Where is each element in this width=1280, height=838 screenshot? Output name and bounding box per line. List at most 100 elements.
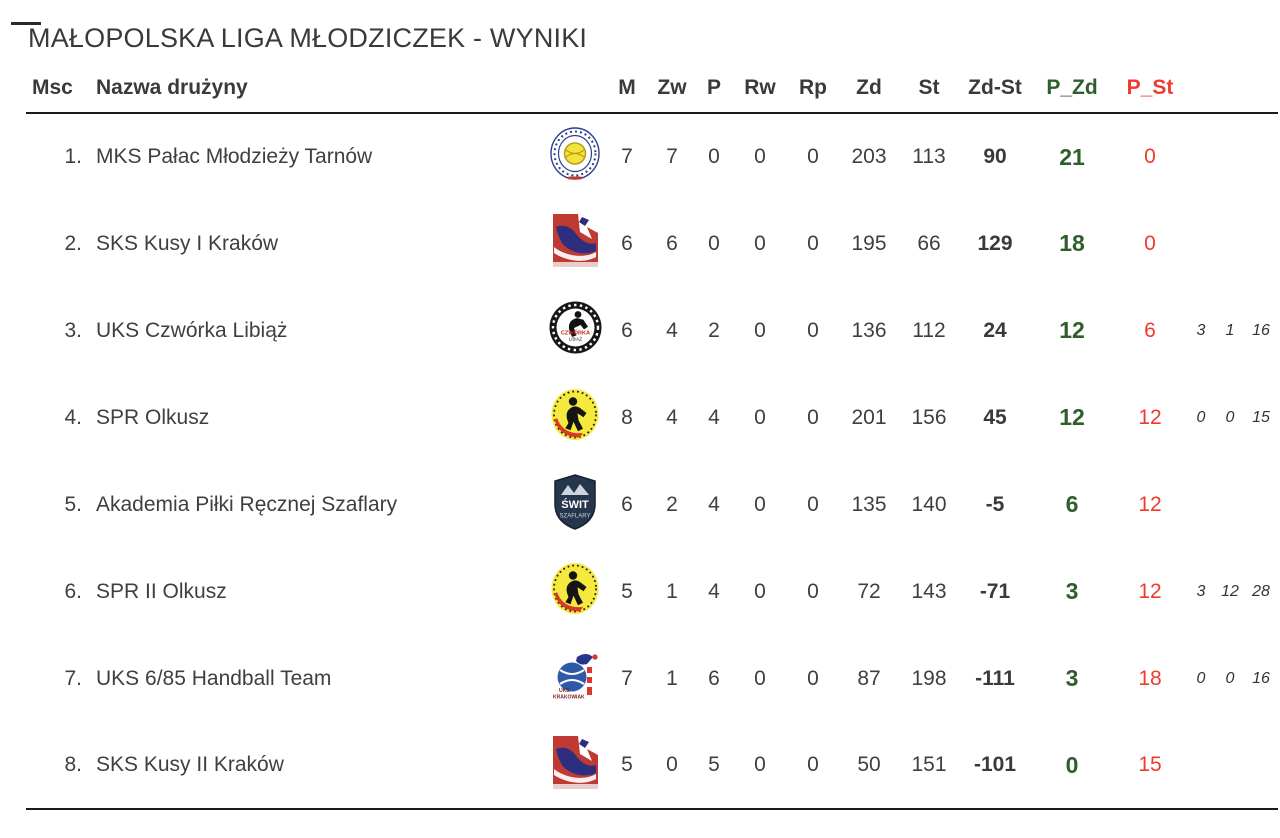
header-draws-lost: Rp — [786, 54, 840, 114]
cell-rp: 0 — [807, 666, 819, 690]
cell-zd_st: 90 — [983, 145, 1007, 168]
league-table-header: Msc Nazwa drużyny M Zw P Rw Rp Zd St Zd-… — [26, 54, 1278, 114]
svg-text:UKS: UKS — [559, 688, 570, 694]
cell-rw: 0 — [754, 318, 766, 342]
cell-m: 7 — [621, 666, 633, 690]
cell-zd_st: -5 — [985, 492, 1005, 516]
spr-olkusz-logo — [550, 388, 600, 441]
cell-p_st: 15 — [1114, 722, 1186, 810]
cell-rp: 0 — [807, 145, 819, 168]
cell-p: 4 — [708, 492, 720, 516]
cell-p_zd: 12 — [1059, 404, 1085, 430]
sks-kusy-logo — [552, 214, 598, 267]
cell-st: 66 — [917, 231, 941, 255]
header-goals-against: St — [898, 54, 960, 114]
cell-zd: 201 — [851, 405, 887, 429]
header-logo-spacer — [546, 54, 604, 114]
cell-zw: 4 — [666, 405, 678, 429]
header-extra-3 — [1244, 54, 1278, 114]
cell-zd_st: 24 — [983, 318, 1007, 342]
cell-rp: 0 — [807, 231, 819, 255]
cell-m: 5 — [604, 722, 650, 810]
cell-zd_st: 129 — [977, 231, 1013, 255]
header-draws-won: Rw — [734, 54, 786, 114]
table-row: 5. Akademia Piłki Ręcznej Szaflary ŚWIT S… — [26, 461, 1278, 548]
cell-rp: 0 — [807, 579, 819, 603]
team-logo-cell: CZWÓRKA LIBIĄŻ — [546, 287, 604, 374]
cell-p_st: 12 — [1138, 405, 1162, 429]
cell-zd_st: -101 — [960, 722, 1030, 810]
cell-m: 6 — [621, 231, 633, 255]
cell-extra-2 — [1244, 461, 1278, 548]
cell-p: 5 — [694, 722, 734, 810]
cell-zw: 1 — [666, 579, 678, 603]
team-logo-cell — [546, 548, 604, 635]
cell-extra-2: 16 — [1252, 669, 1270, 687]
svg-text:LIBIĄŻ: LIBIĄŻ — [568, 337, 582, 342]
cell-p: 6 — [708, 666, 720, 690]
cell-p_zd: 12 — [1059, 317, 1085, 343]
uks-685-krakowiak-logo: UKS KRAKOWIAK — [549, 651, 601, 701]
cell-st: 156 — [911, 405, 947, 429]
cell-extra-1 — [1216, 113, 1244, 200]
cell-rw: 0 — [754, 405, 766, 429]
cell-zd: 87 — [857, 666, 881, 690]
cell-p: 4 — [708, 579, 720, 603]
cell-extra-1: 0 — [1225, 669, 1235, 687]
league-results-page: MAŁOPOLSKA LIGA MŁODZICZEK - WYNIKI Msc … — [0, 22, 1280, 810]
cell-st: 113 — [912, 145, 946, 168]
cell-name: UKS Czwórka Libiąż — [96, 318, 288, 342]
cell-p_st: 12 — [1138, 492, 1162, 516]
header-points-lost: P_St — [1114, 54, 1186, 114]
cell-m: 7 — [621, 145, 633, 168]
cell-extra-1: 0 — [1225, 408, 1235, 426]
cell-zd: 135 — [851, 492, 887, 516]
cell-m: 8 — [621, 405, 633, 429]
cell-extra-0 — [1186, 722, 1216, 810]
cell-p_st: 6 — [1144, 318, 1156, 342]
cell-m: 6 — [621, 492, 633, 516]
cell-zd: 136 — [851, 318, 887, 342]
cell-rp: 0 — [786, 722, 840, 810]
cell-m: 6 — [621, 318, 633, 342]
table-row: 8. SKS Kusy II Kraków 5 0 5 0 0 50 151 -101 0 15 — [26, 722, 1278, 810]
header-wins: Zw — [650, 54, 694, 114]
cell-name: Akademia Piłki Ręcznej Szaflary — [96, 492, 398, 516]
cell-msc: 2. — [64, 231, 82, 255]
cell-zw: 6 — [666, 231, 678, 255]
cell-p_st: 0 — [1144, 145, 1156, 168]
cell-name: SPR Olkusz — [96, 405, 210, 429]
svg-text:CZWÓRKA: CZWÓRKA — [560, 329, 589, 337]
cell-p_st: 18 — [1138, 666, 1162, 690]
cell-p_zd: 21 — [1059, 143, 1085, 170]
cell-zd_st: -111 — [975, 666, 1015, 690]
cell-p_st: 0 — [1144, 231, 1156, 255]
cell-name: SKS Kusy II Kraków — [86, 722, 546, 810]
cell-extra-2: 15 — [1252, 408, 1270, 426]
table-row: 3. UKS Czwórka Libiąż CZWÓRKA LIBIĄŻ 6 4 2 0… — [26, 287, 1278, 374]
spr-olkusz-logo — [550, 562, 600, 615]
team-logo-cell — [546, 722, 604, 810]
cell-zd_st: -71 — [979, 579, 1011, 603]
cell-zw: 0 — [650, 722, 694, 810]
cell-msc: 8. — [26, 722, 86, 810]
team-logo-cell — [546, 200, 604, 287]
cell-extra-1 — [1216, 200, 1244, 287]
cell-p_zd: 18 — [1059, 230, 1085, 256]
header-extra-1 — [1186, 54, 1216, 114]
cell-rw: 0 — [754, 579, 766, 603]
cell-st: 140 — [911, 492, 947, 516]
cell-rp: 0 — [807, 492, 819, 516]
cell-msc: 1. — [64, 145, 82, 168]
table-row: 7. UKS 6/85 Handball Team UKS KRAKOWIAK 7… — [26, 635, 1278, 722]
cell-rp: 0 — [807, 318, 819, 342]
cell-extra-0 — [1186, 200, 1216, 287]
league-table-body: 1. MKS Pałac Młodzieży Tarnów 7 7 0 0 0 203 113… — [26, 113, 1278, 810]
table-row: 1. MKS Pałac Młodzieży Tarnów 7 7 0 0 0 203 113… — [26, 113, 1278, 200]
cell-zw: 7 — [666, 145, 678, 168]
cell-extra-2 — [1244, 200, 1278, 287]
cell-extra-0: 0 — [1196, 669, 1206, 687]
cell-extra-2 — [1244, 722, 1278, 810]
cell-extra-0 — [1186, 461, 1216, 548]
cell-extra-1 — [1216, 722, 1244, 810]
